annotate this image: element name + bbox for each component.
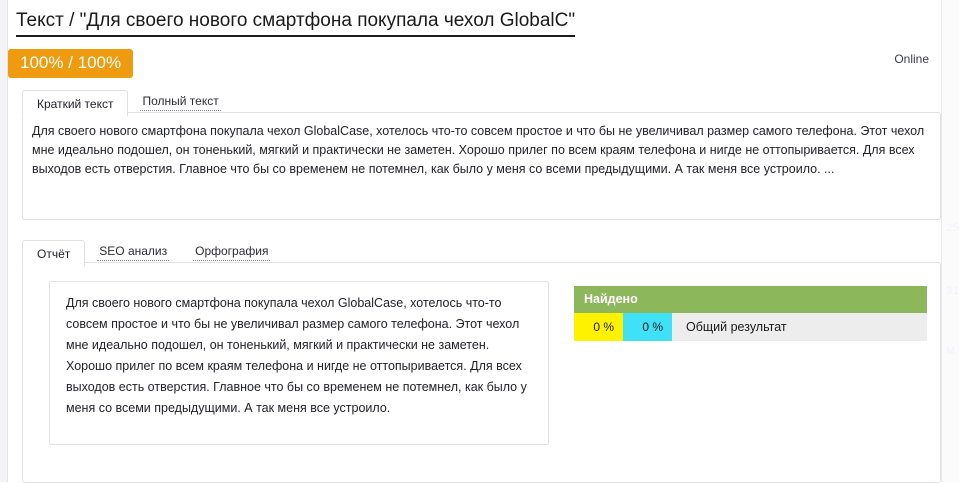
text-tabs: Краткий текст Полный текст [22,88,233,117]
short-text-panel: Для своего нового смартфона покупала чех… [22,112,941,220]
page-root: Текст / "Для своего нового смартфона пок… [8,0,941,483]
tab-spelling[interactable]: Орфография [193,243,271,261]
ghost-text-1: 25 [946,222,959,234]
found-percent-cyan: 0 % [623,313,672,341]
tab-seo-analysis[interactable]: SEO анализ [97,243,170,261]
found-percent-yellow: 0 % [574,313,623,341]
tab-full-text[interactable]: Полный текст [140,93,221,111]
uniqueness-badge: 100% / 100% [8,49,134,78]
found-row-label: Общий результат [686,320,787,334]
short-text-body: Для своего нового смартфона покупала чех… [32,124,925,176]
right-sidebar-edge: 25 31 М [941,0,959,482]
report-panel: Для своего нового смартфона покупала чех… [22,262,941,483]
tab-short-text[interactable]: Краткий текст [22,90,129,117]
found-row[interactable]: 0 % 0 % Общий результат [574,313,927,341]
status-online: Online [894,52,929,66]
report-tabs: Отчёт SEO анализ Орфография [22,238,282,267]
found-header: Найдено [574,286,927,313]
report-text-body: Для своего нового смартфона покупала чех… [66,296,527,415]
ghost-text-2: 31 [946,285,959,297]
tab-report[interactable]: Отчёт [22,240,86,267]
report-text-box: Для своего нового смартфона покупала чех… [49,281,549,445]
ghost-text-3: М [946,345,956,357]
page-title: Текст / "Для своего нового смартфона пок… [16,8,576,37]
left-rail-strip [0,0,8,482]
found-results-widget: Найдено 0 % 0 % Общий результат [574,286,927,341]
